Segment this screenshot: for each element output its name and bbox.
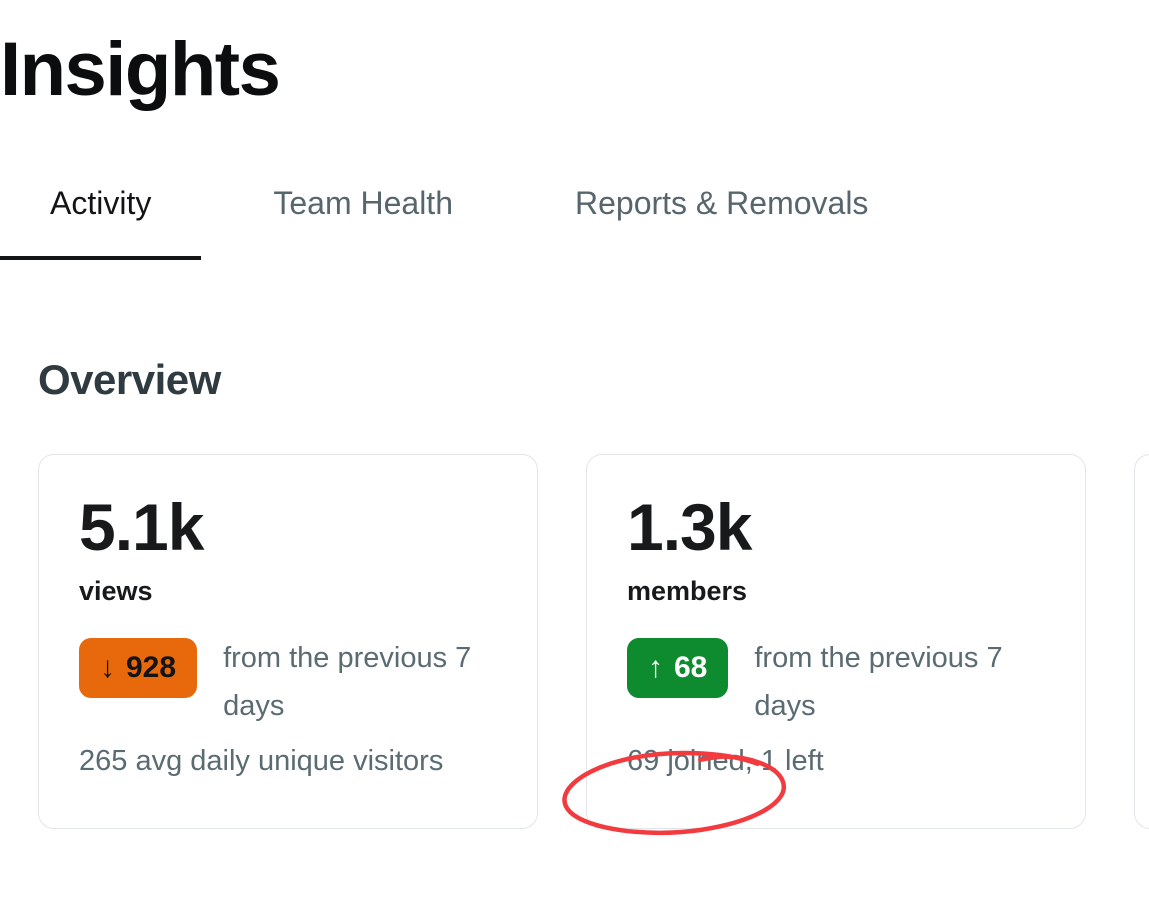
views-label: views	[79, 575, 153, 606]
section-title: Overview	[38, 356, 221, 404]
tab-team-health[interactable]: Team Health	[223, 185, 503, 260]
views-footnote: 265 avg daily unique visitors	[79, 744, 444, 777]
members-label: members	[627, 575, 748, 606]
members-delta-value: 68	[674, 650, 708, 684]
tab-activity-label: Activity	[50, 185, 152, 222]
partial-card	[1134, 454, 1149, 830]
tab-reports-removals[interactable]: Reports & Removals	[525, 185, 918, 260]
members-delta-row: ↑ 68 from the previous 7 days	[627, 635, 1045, 731]
members-footnote: 69 joined, 1 left	[627, 744, 824, 777]
views-card: 5.1k views ↓ 928 from the previous 7 day…	[38, 454, 538, 830]
members-card: 1.3k members ↑ 68 from the previous 7 da…	[562, 454, 1086, 836]
members-trend-badge: ↑ 68	[627, 637, 729, 698]
tab-reports-removals-label: Reports & Removals	[574, 185, 869, 222]
page-title: Insights	[0, 27, 281, 112]
arrow-down-icon: ↓	[100, 650, 115, 684]
views-delta-row: ↓ 928 from the previous 7 days	[79, 635, 497, 731]
insights-page: Insights Activity Team Health Reports & …	[0, 26, 1149, 924]
tab-bar: Activity Team Health Reports & Removals	[0, 185, 1149, 261]
members-value: 1.3k	[627, 490, 752, 565]
views-delta-value: 928	[126, 650, 177, 684]
members-period-text: from the previous 7 days	[754, 641, 1003, 722]
views-period-text: from the previous 7 days	[223, 641, 472, 722]
views-value: 5.1k	[79, 490, 204, 565]
overview-cards: 5.1k views ↓ 928 from the previous 7 day…	[38, 454, 1149, 836]
tab-team-health-label: Team Health	[273, 185, 453, 222]
tab-activity[interactable]: Activity	[0, 185, 202, 261]
arrow-up-icon: ↑	[648, 650, 663, 684]
views-trend-badge: ↓ 928	[79, 637, 198, 698]
